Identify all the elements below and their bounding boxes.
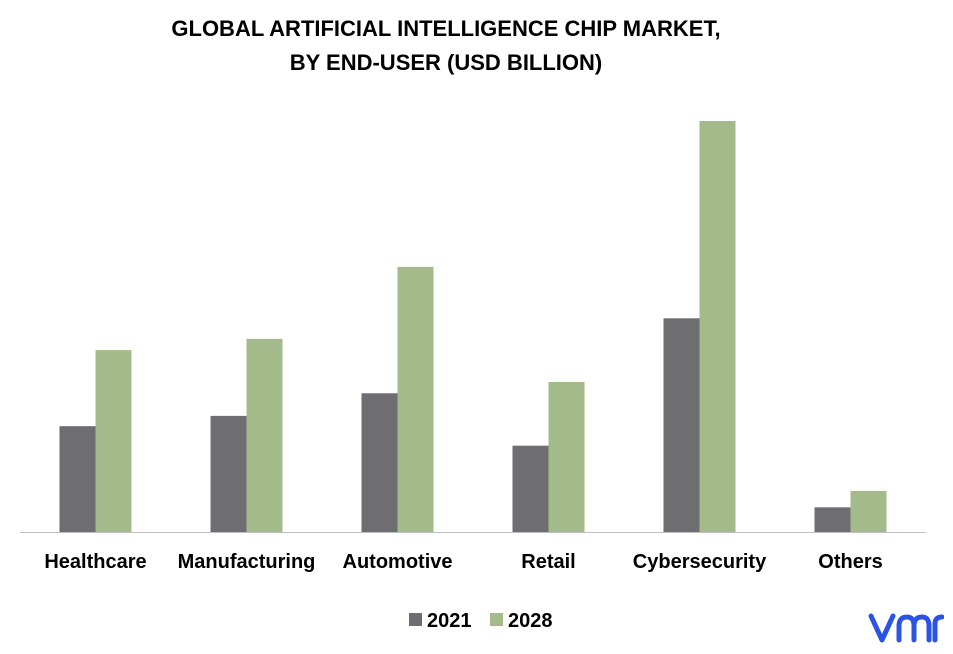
- bar-automotive-2028: [397, 266, 434, 532]
- bar-manufacturing-2021: [210, 415, 247, 532]
- bar-others-2028: [850, 490, 887, 532]
- x-tick-label-others: Others: [818, 551, 882, 573]
- bar-cybersecurity-2028: [699, 121, 736, 532]
- bar-healthcare-2028: [95, 350, 132, 532]
- chart-title: GLOBAL ARTIFICIAL INTELLIGENCE CHIP MARK…: [0, 12, 892, 80]
- legend-label-2028: 2028: [508, 610, 553, 632]
- bar-automotive-2021: [361, 393, 398, 532]
- bar-retail-2028: [548, 381, 585, 532]
- bar-healthcare-2021: [59, 426, 96, 532]
- chart-title-line-2: BY END-USER (USD BILLION): [289, 50, 603, 75]
- vmr-logo-mark: [868, 613, 944, 643]
- bar-manufacturing-2028: [246, 338, 283, 532]
- bar-retail-2021: [512, 445, 549, 532]
- x-tick-label-healthcare: Healthcare: [44, 551, 146, 573]
- legend-swatch-2028: [490, 613, 503, 626]
- x-tick-label-automotive: Automotive: [343, 551, 453, 573]
- vmr-logo: [868, 613, 944, 643]
- x-tick-label-cybersecurity: Cybersecurity: [633, 551, 767, 573]
- legend-label-2021: 2021: [427, 610, 472, 632]
- chart-title-line-1: GLOBAL ARTIFICIAL INTELLIGENCE CHIP MARK…: [171, 16, 721, 41]
- legend-swatch-2021: [409, 613, 422, 626]
- bar-others-2021: [814, 507, 851, 532]
- bar-cybersecurity-2021: [663, 318, 700, 532]
- x-tick-label-manufacturing: Manufacturing: [178, 551, 316, 573]
- x-tick-label-retail: Retail: [521, 551, 575, 573]
